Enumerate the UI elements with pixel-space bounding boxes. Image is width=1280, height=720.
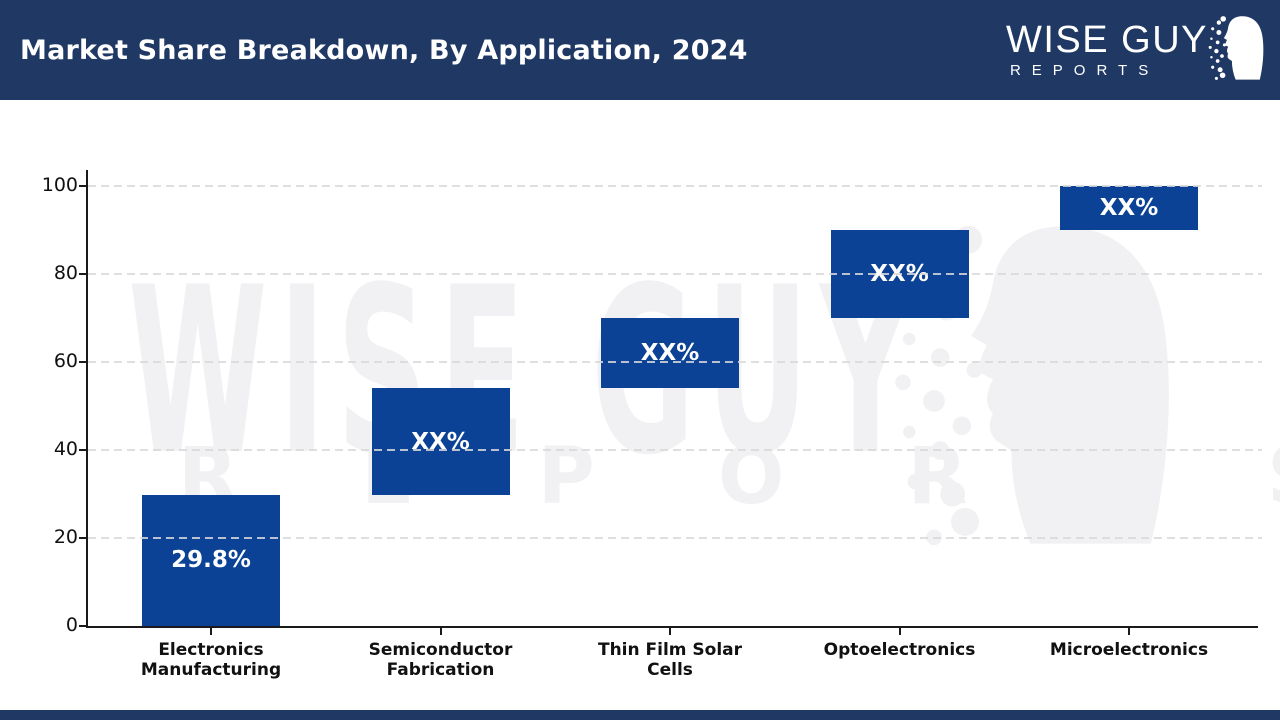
- x-category-label: Microelectronics: [1049, 640, 1209, 660]
- y-tick-mark: [79, 625, 87, 627]
- x-tick-mark: [898, 628, 901, 635]
- y-tick-mark: [79, 537, 87, 539]
- y-tick-mark: [79, 273, 87, 275]
- y-tick-mark: [79, 449, 87, 451]
- logo-face-icon: [1204, 6, 1266, 94]
- x-category-label: Electronics Manufacturing: [140, 640, 282, 680]
- y-axis-line: [86, 170, 88, 628]
- y-tick-label: 0: [65, 614, 78, 636]
- x-tick-mark: [1128, 628, 1130, 635]
- logo-reports-label: REPORTS: [1009, 62, 1160, 79]
- gridline: [88, 273, 1262, 275]
- x-category-label: Optoelectronics: [823, 640, 976, 660]
- logo-wordmark: WISE GUY: [1005, 19, 1208, 61]
- x-axis-line: [86, 626, 1258, 628]
- chart-header: Market Share Breakdown, By Application, …: [0, 0, 1280, 100]
- y-tick-label: 40: [53, 438, 78, 460]
- x-tick-mark: [210, 628, 212, 635]
- bar-segment: XX%: [1060, 186, 1198, 230]
- gridline: [88, 449, 1262, 451]
- y-tick-mark: [79, 361, 87, 363]
- y-tick-label: 100: [41, 174, 78, 196]
- bar-segment: 29.8%: [142, 494, 280, 626]
- y-tick-label: 20: [53, 526, 78, 548]
- y-tick-label: 80: [53, 262, 78, 284]
- x-category-label: Thin Film Solar Cells: [597, 640, 743, 680]
- bar-segment: XX%: [601, 318, 739, 389]
- x-category-label: Semiconductor Fabrication: [368, 640, 513, 680]
- y-tick-mark: [79, 185, 87, 187]
- y-tick-label: 60: [53, 350, 78, 372]
- gridline: [88, 185, 1262, 187]
- logo-text: WISE GUY REPORTS: [1006, 21, 1208, 79]
- bar-segment: XX%: [371, 388, 510, 495]
- gridline: [88, 361, 1262, 363]
- x-tick-mark: [439, 628, 442, 635]
- x-tick-mark: [669, 628, 671, 635]
- gridline: [88, 537, 1262, 539]
- head-profile-icon: [1208, 16, 1264, 80]
- bar-value-label: 29.8%: [171, 547, 251, 574]
- brand-logo: WISE GUY REPORTS: [1006, 6, 1266, 94]
- page-title: Market Share Breakdown, By Application, …: [20, 34, 748, 66]
- bar-value-label: XX%: [1099, 195, 1159, 221]
- footer-bar: [0, 710, 1280, 720]
